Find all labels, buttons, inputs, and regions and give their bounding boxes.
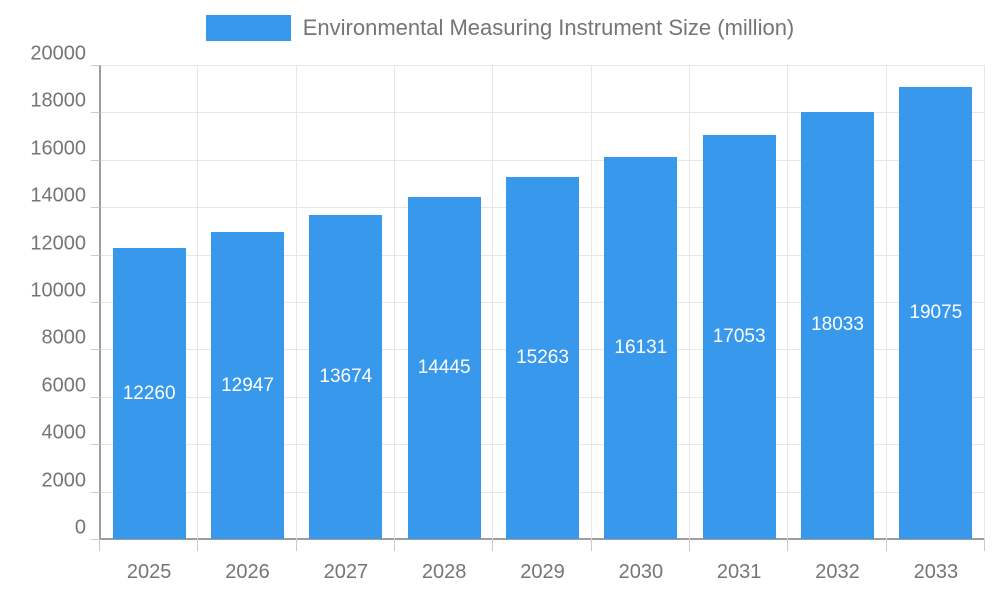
bar-value-label: 15263 (516, 347, 569, 369)
x-axis-tick (590, 539, 592, 551)
bar[interactable]: 12260 (112, 248, 186, 539)
x-axis-tick (688, 539, 690, 551)
gridline-horizontal (101, 159, 985, 161)
bar[interactable]: 19075 (899, 86, 973, 539)
y-tick-label: 2000 (41, 469, 87, 492)
y-tick-label: 18000 (30, 89, 86, 112)
x-axis-tick (885, 539, 887, 551)
bar-value-label: 19075 (909, 301, 963, 323)
y-tick-label: 20000 (30, 42, 86, 65)
bar[interactable]: 18033 (801, 111, 874, 539)
gridline-vertical (885, 65, 887, 539)
x-axis-tick (197, 539, 199, 551)
x-axis-tick (492, 539, 494, 551)
x-axis-line (99, 538, 985, 540)
x-tick-label: 2027 (323, 561, 369, 583)
bar[interactable]: 15263 (506, 177, 579, 539)
y-axis-tick (91, 207, 100, 209)
bar-value-label: 17053 (712, 325, 766, 347)
bar-value-label: 16131 (614, 336, 668, 358)
x-tick-label: 2030 (618, 561, 664, 583)
bar-value-label: 14445 (417, 356, 471, 378)
x-axis-tick (984, 539, 985, 551)
x-axis-tick (393, 539, 395, 551)
legend-swatch (205, 15, 291, 41)
y-axis-tick (91, 539, 100, 540)
gridline-vertical (984, 65, 985, 539)
bar[interactable]: 17053 (702, 134, 776, 539)
bar[interactable]: 14445 (407, 196, 481, 539)
y-axis-tick (91, 112, 100, 114)
gridline-vertical (492, 65, 494, 539)
y-axis-tick (91, 491, 100, 493)
y-axis-tick (91, 302, 100, 303)
y-tick-label: 16000 (30, 137, 86, 160)
bar-value-label: 12260 (122, 382, 176, 404)
y-axis-tick (91, 349, 100, 351)
gridline-vertical (393, 65, 395, 539)
y-tick-label: 10000 (30, 279, 86, 302)
gridline-horizontal (101, 65, 985, 66)
x-tick-label: 2025 (126, 561, 172, 583)
bar[interactable]: 13674 (309, 214, 383, 539)
bar[interactable]: 16131 (604, 156, 678, 539)
x-tick-label: 2028 (421, 561, 467, 583)
y-axis-tick (91, 396, 100, 398)
x-tick-label: 2033 (913, 561, 959, 583)
legend[interactable]: Environmental Measuring Instrument Size … (0, 15, 1000, 41)
gridline-vertical (197, 65, 199, 539)
y-axis-tick (91, 65, 100, 66)
y-tick-label: 8000 (41, 326, 87, 349)
y-tick-label: 4000 (41, 421, 87, 444)
y-tick-label: 0 (74, 516, 86, 539)
x-tick-label: 2032 (815, 561, 860, 583)
x-tick-label: 2031 (716, 561, 762, 583)
x-tick-label: 2026 (225, 561, 270, 583)
y-axis-tick (91, 444, 100, 446)
y-axis-tick (91, 159, 100, 161)
y-axis-tick (91, 254, 100, 256)
bar-value-label: 12947 (221, 374, 274, 396)
x-axis-tick (99, 539, 100, 551)
y-axis-line (99, 65, 101, 539)
legend-label: Environmental Measuring Instrument Size … (302, 15, 795, 40)
x-axis-tick (295, 539, 297, 551)
gridline-vertical (590, 65, 592, 539)
bar-value-label: 18033 (811, 314, 864, 336)
gridline-vertical (787, 65, 789, 539)
y-tick-label: 14000 (30, 184, 86, 207)
gridline-vertical (295, 65, 297, 539)
bar-value-label: 13674 (319, 365, 373, 387)
x-axis-tick (787, 539, 789, 551)
gridline-vertical (688, 65, 690, 539)
gridline-horizontal (101, 112, 985, 114)
y-tick-label: 6000 (41, 374, 87, 397)
bar[interactable]: 12947 (211, 232, 284, 539)
plot-area: 0 2000 4000 6000 8000 10000 12000 14000 16000 180… (30, 43, 985, 583)
x-tick-label: 2029 (520, 561, 565, 583)
y-tick-label: 12000 (30, 232, 86, 255)
